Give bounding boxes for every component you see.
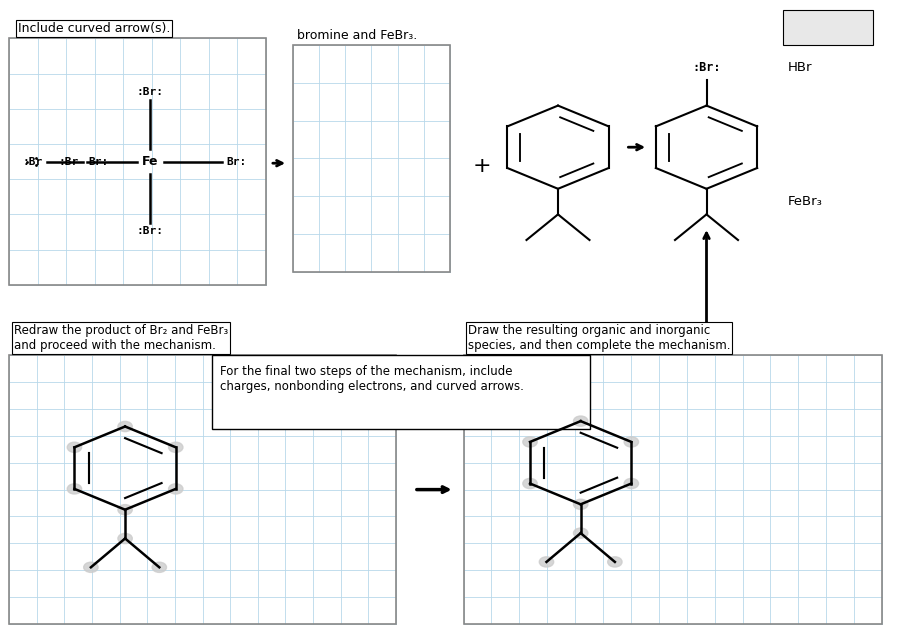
Text: Br:: Br: [88,157,108,166]
Circle shape [523,479,537,489]
Text: FeBr₃: FeBr₃ [788,195,823,208]
Circle shape [118,504,132,515]
Text: +: + [472,156,490,177]
Text: Map: Map [788,20,811,31]
Bar [292,45,450,272]
Circle shape [118,533,132,543]
Text: :Br:: :Br: [137,227,164,236]
Text: Fe: Fe [142,155,158,168]
Bar [9,355,396,624]
Bar [783,10,873,45]
Circle shape [573,499,588,509]
Circle shape [624,437,638,447]
Text: :Br: :Br [58,157,78,166]
Text: :Br:: :Br: [137,87,164,97]
Text: Include curved arrow(s).: Include curved arrow(s). [18,22,170,35]
Text: :Br:: :Br: [692,61,721,74]
Circle shape [152,562,166,572]
Text: HBr: HBr [788,61,812,74]
Text: For the final two steps of the mechanism, include
charges, nonbonding electrons,: For the final two steps of the mechanism… [220,365,525,393]
Circle shape [168,442,183,452]
Circle shape [573,416,588,426]
Text: bromine and FeBr₃.: bromine and FeBr₃. [297,29,418,42]
Circle shape [168,484,183,494]
Bar [9,38,266,285]
Circle shape [68,442,82,452]
Circle shape [523,437,537,447]
Bar [464,355,882,624]
Bar [212,355,590,429]
Text: Br:: Br: [227,157,247,166]
Circle shape [573,528,588,538]
Text: :Br: :Br [22,157,43,166]
Circle shape [84,562,98,572]
Circle shape [68,484,82,494]
Text: Redraw the product of Br₂ and FeBr₃
and proceed with the mechanism.: Redraw the product of Br₂ and FeBr₃ and … [14,324,228,352]
Text: Draw the resulting organic and inorganic
species, and then complete the mechanis: Draw the resulting organic and inorganic… [468,324,731,352]
Circle shape [624,479,638,489]
Circle shape [608,557,622,567]
Circle shape [539,557,554,567]
Circle shape [118,421,132,431]
